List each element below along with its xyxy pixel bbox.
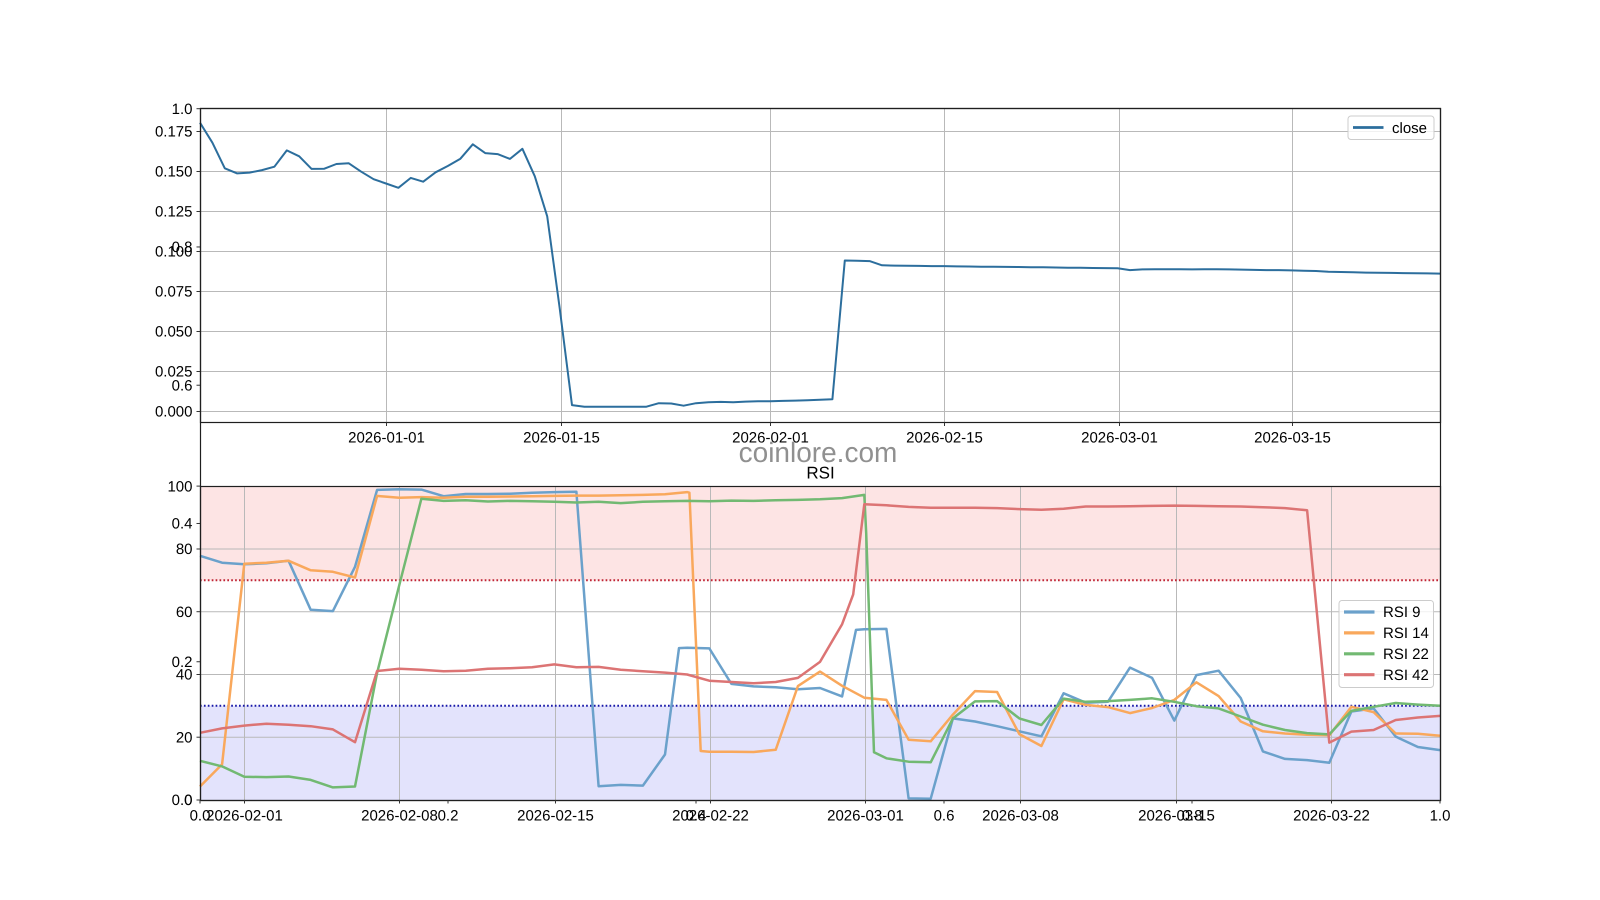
svg-text:0.075: 0.075	[155, 284, 193, 301]
svg-text:2026-02-08: 2026-02-08	[361, 808, 438, 825]
svg-text:0.025: 0.025	[155, 364, 193, 381]
svg-text:0.150: 0.150	[155, 164, 193, 181]
svg-text:close: close	[1392, 120, 1427, 137]
svg-text:0.2: 0.2	[172, 654, 193, 671]
svg-text:0.0: 0.0	[172, 792, 193, 809]
svg-text:2026-02-01: 2026-02-01	[732, 430, 809, 447]
svg-text:2026-02-15: 2026-02-15	[517, 808, 594, 825]
svg-text:2026-03-15: 2026-03-15	[1138, 808, 1215, 825]
svg-text:2026-02-01: 2026-02-01	[206, 808, 283, 825]
svg-text:100: 100	[167, 478, 192, 495]
svg-text:0.8: 0.8	[172, 239, 193, 256]
svg-text:2026-03-15: 2026-03-15	[1254, 430, 1331, 447]
svg-text:2026-03-08: 2026-03-08	[982, 808, 1059, 825]
svg-text:0.050: 0.050	[155, 324, 193, 341]
svg-text:coinlore.com: coinlore.com	[739, 437, 898, 468]
svg-text:0.0: 0.0	[190, 808, 211, 825]
svg-text:0.8: 0.8	[1182, 808, 1203, 825]
svg-text:0.4: 0.4	[172, 516, 193, 533]
svg-text:RSI 9: RSI 9	[1383, 604, 1421, 621]
svg-text:1.0: 1.0	[1430, 808, 1451, 825]
svg-text:0.6: 0.6	[172, 377, 193, 394]
svg-text:RSI 14: RSI 14	[1383, 625, 1429, 642]
svg-text:0.6: 0.6	[934, 808, 955, 825]
svg-text:0.2: 0.2	[438, 808, 459, 825]
svg-text:0.4: 0.4	[686, 808, 707, 825]
svg-text:80: 80	[176, 541, 193, 558]
svg-text:0.100: 0.100	[155, 244, 193, 261]
svg-text:0: 0	[184, 792, 192, 809]
svg-text:2026-01-15: 2026-01-15	[523, 430, 600, 447]
svg-text:2026-02-15: 2026-02-15	[906, 430, 983, 447]
svg-text:0.000: 0.000	[155, 404, 193, 421]
svg-text:40: 40	[176, 667, 193, 684]
svg-text:2026-03-22: 2026-03-22	[1293, 808, 1370, 825]
svg-text:RSI: RSI	[806, 464, 834, 483]
svg-text:2026-03-01: 2026-03-01	[1081, 430, 1158, 447]
svg-text:60: 60	[176, 604, 193, 621]
svg-text:1.0: 1.0	[172, 101, 193, 118]
svg-text:RSI 22: RSI 22	[1383, 646, 1429, 663]
svg-text:2026-02-22: 2026-02-22	[672, 808, 749, 825]
svg-text:0.175: 0.175	[155, 124, 193, 141]
svg-text:RSI 42: RSI 42	[1383, 667, 1429, 684]
svg-text:2026-03-01: 2026-03-01	[827, 808, 904, 825]
svg-text:0.125: 0.125	[155, 204, 193, 221]
svg-text:20: 20	[176, 729, 193, 746]
svg-text:2026-01-01: 2026-01-01	[348, 430, 425, 447]
